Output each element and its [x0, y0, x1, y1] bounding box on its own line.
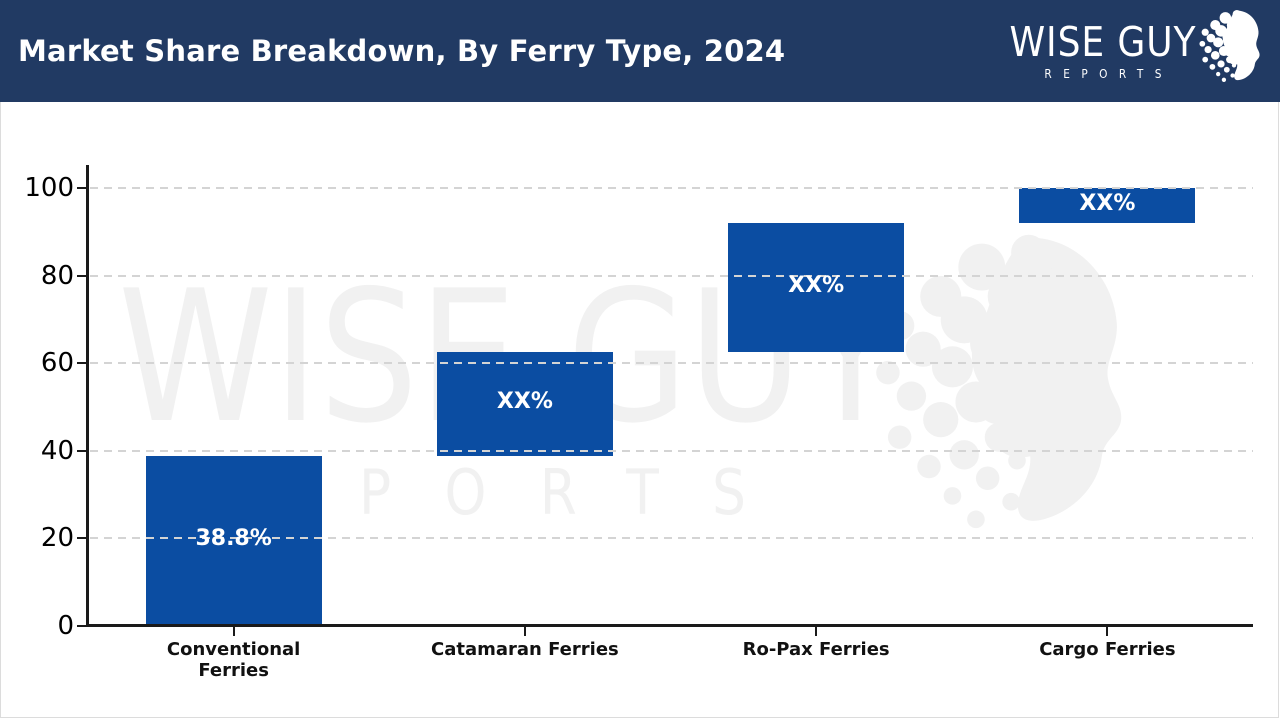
x-tick-mark — [523, 627, 526, 636]
y-tick-label: 80 — [40, 260, 74, 291]
y-gridline — [90, 187, 1253, 189]
y-tick-mark — [77, 274, 88, 277]
y-gridline — [90, 537, 1253, 539]
y-tick-mark — [77, 187, 88, 189]
header-bar: Market Share Breakdown, By Ferry Type, 2… — [0, 0, 1280, 102]
y-tick-label: 100 — [24, 173, 74, 203]
bar-value-label: XX% — [788, 272, 845, 298]
x-axis-line — [86, 624, 1253, 627]
bar-value-label: XX% — [1079, 190, 1136, 216]
brand-name: WISE GUY — [1009, 17, 1196, 66]
y-gridline — [90, 274, 1253, 277]
y-tick-label: 40 — [40, 435, 74, 466]
y-axis-line — [86, 165, 89, 627]
y-tick-mark — [77, 449, 88, 452]
y-tick-label: 60 — [40, 348, 74, 378]
y-gridline — [90, 449, 1253, 452]
y-tick-mark — [77, 362, 88, 364]
x-tick-mark — [1106, 627, 1109, 636]
bar-value-label: 38.8% — [195, 525, 272, 551]
brand-subtitle: REPORTS — [1044, 66, 1173, 81]
x-category-label: Cargo Ferries — [1039, 639, 1176, 660]
bar-segment[interactable] — [145, 455, 322, 626]
x-category-label: Catamaran Ferries — [431, 639, 619, 660]
wiseguy-head-icon — [1199, 9, 1260, 82]
brand-text: WISE GUY REPORTS — [1009, 17, 1196, 81]
page-title: Market Share Breakdown, By Ferry Type, 2… — [18, 34, 786, 68]
bar-segment[interactable] — [436, 352, 613, 456]
bar-segment[interactable] — [728, 223, 905, 353]
brand-logo: WISE GUY REPORTS — [984, 0, 1270, 102]
x-tick-mark — [232, 627, 235, 636]
y-tick-mark — [77, 624, 88, 627]
y-tick-label: 20 — [40, 523, 74, 553]
y-gridline — [90, 362, 1253, 364]
x-category-label: Ro-Pax Ferries — [742, 639, 890, 660]
y-tick-label: 0 — [57, 610, 74, 641]
x-category-label: Conventional Ferries — [166, 639, 301, 681]
bar-segment[interactable] — [1019, 188, 1196, 223]
bar-value-label: XX% — [496, 388, 553, 414]
y-tick-mark — [77, 537, 88, 539]
x-tick-mark — [815, 627, 818, 636]
